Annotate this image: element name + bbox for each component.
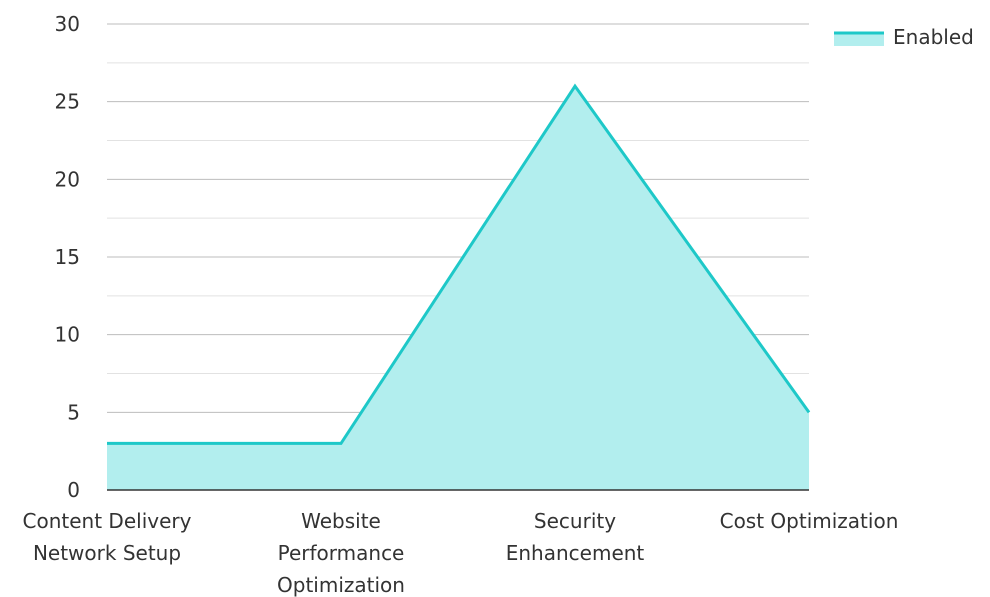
y-tick-label: 5 bbox=[67, 400, 80, 424]
x-tick-label: Security Enhancement bbox=[506, 509, 645, 565]
y-axis-ticks: 0 5 10 15 20 25 30 bbox=[55, 12, 80, 502]
grid-lines bbox=[107, 23, 809, 452]
series-area-enabled bbox=[107, 86, 809, 490]
legend-label-enabled: Enabled bbox=[893, 25, 974, 49]
y-tick-label: 15 bbox=[55, 245, 80, 269]
x-tick-label: Content Delivery Network Setup bbox=[23, 509, 192, 565]
legend-swatch-enabled bbox=[834, 32, 884, 46]
x-axis-ticks: Content Delivery Network Setup Website Perf… bbox=[23, 509, 899, 597]
series-area-layer bbox=[107, 83, 811, 490]
series-line-enabled bbox=[107, 83, 811, 445]
y-tick-label: 0 bbox=[67, 478, 80, 502]
y-tick-label: 25 bbox=[55, 90, 80, 114]
y-tick-label: 30 bbox=[55, 12, 80, 36]
x-tick-label: Cost Optimization bbox=[720, 509, 899, 533]
y-tick-label: 10 bbox=[55, 323, 80, 347]
legend: Enabled bbox=[834, 25, 974, 49]
y-tick-label: 20 bbox=[55, 167, 80, 191]
x-tick-label: Website Performance Optimization bbox=[277, 509, 405, 597]
